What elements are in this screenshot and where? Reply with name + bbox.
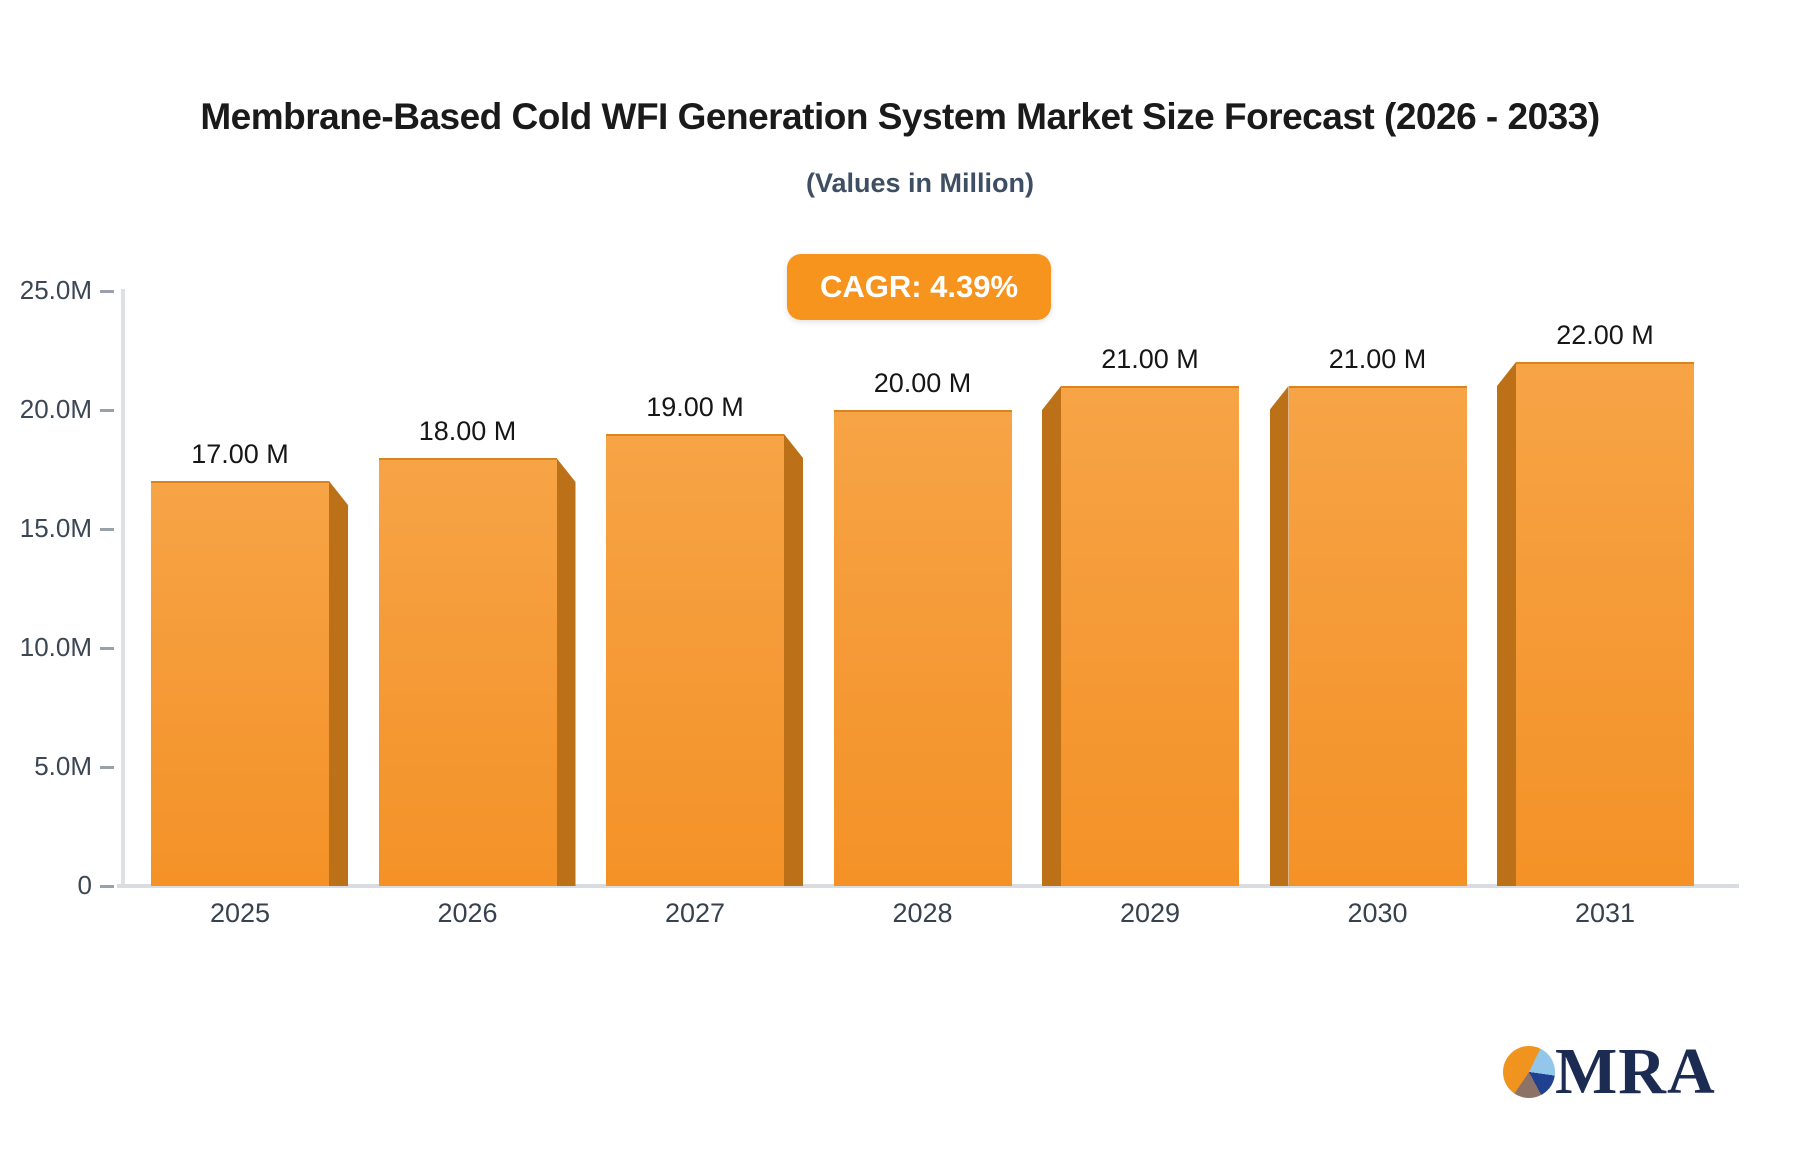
bar-2028[interactable] xyxy=(833,410,1012,886)
bar-value-label-2029: 21.00 M xyxy=(1101,344,1199,374)
y-axis-tick-10.0m xyxy=(100,647,114,650)
x-axis-label-2031: 2031 xyxy=(1574,898,1636,928)
y-axis-tick-0 xyxy=(100,885,114,888)
bar-value-label-2030: 21.00 M xyxy=(1328,344,1427,374)
bar-3d-side xyxy=(1269,386,1289,886)
x-axis-line xyxy=(117,884,1739,888)
bar-2027[interactable] xyxy=(606,434,803,886)
y-axis-label-25.0m: 25.0M xyxy=(19,275,92,305)
bar-3d-side xyxy=(329,481,348,886)
y-axis-label-5.0m: 5.0M xyxy=(34,751,92,781)
x-axis-label-2028: 2028 xyxy=(892,898,953,928)
bar-2029[interactable] xyxy=(1042,386,1239,886)
x-axis-label-2029: 2029 xyxy=(1119,898,1181,928)
bar-face xyxy=(378,458,557,886)
bar-face xyxy=(1516,362,1694,886)
x-axis-label-2025: 2025 xyxy=(209,898,271,928)
bar-3d-side xyxy=(784,434,803,886)
pie-chart-logo-icon xyxy=(1503,1046,1555,1098)
bar-3d-side xyxy=(556,458,576,886)
bar-2030[interactable] xyxy=(1269,386,1467,886)
mra-logo: MRA xyxy=(1503,1035,1715,1110)
bar-face xyxy=(1288,386,1467,886)
y-axis-tick-5.0m xyxy=(100,766,114,769)
bar-face xyxy=(1061,386,1239,886)
y-axis-tick-15.0m xyxy=(100,528,114,531)
x-axis-label-2030: 2030 xyxy=(1347,898,1408,928)
cagr-badge: CAGR: 4.39% xyxy=(787,254,1051,320)
y-axis-tick-20.0m xyxy=(100,409,114,412)
bar-2025[interactable] xyxy=(151,481,348,886)
bar-face xyxy=(606,434,784,886)
bar-2031[interactable] xyxy=(1497,362,1694,886)
chart-subtitle: (Values in Million) xyxy=(805,168,1035,198)
bar-value-label-2025: 17.00 M xyxy=(191,439,289,469)
bar-value-label-2028: 20.00 M xyxy=(873,368,972,398)
x-axis-label-2026: 2026 xyxy=(437,898,498,928)
y-axis-label-15.0m: 15.0M xyxy=(19,513,92,543)
y-axis-label-0: 0 xyxy=(77,870,92,900)
bar-3d-side xyxy=(1497,362,1516,886)
y-axis-tick-25.0m xyxy=(100,290,114,293)
bar-value-label-2031: 22.00 M xyxy=(1556,320,1654,350)
bar-value-label-2027: 19.00 M xyxy=(646,392,744,422)
bar-value-label-2026: 18.00 M xyxy=(418,416,517,446)
logo-text: MRA xyxy=(1555,1035,1716,1108)
bar-3d-side xyxy=(1042,386,1061,886)
x-axis-label-2027: 2027 xyxy=(664,898,726,928)
bar-2026[interactable] xyxy=(378,458,576,886)
bar-face xyxy=(151,481,329,886)
y-axis-label-20.0m: 20.0M xyxy=(19,394,92,424)
y-axis-line xyxy=(121,289,125,886)
bar-face xyxy=(833,410,1012,886)
y-axis-label-10.0m: 10.0M xyxy=(19,632,92,662)
chart-title: Membrane-Based Cold WFI Generation Syste… xyxy=(200,96,1600,137)
